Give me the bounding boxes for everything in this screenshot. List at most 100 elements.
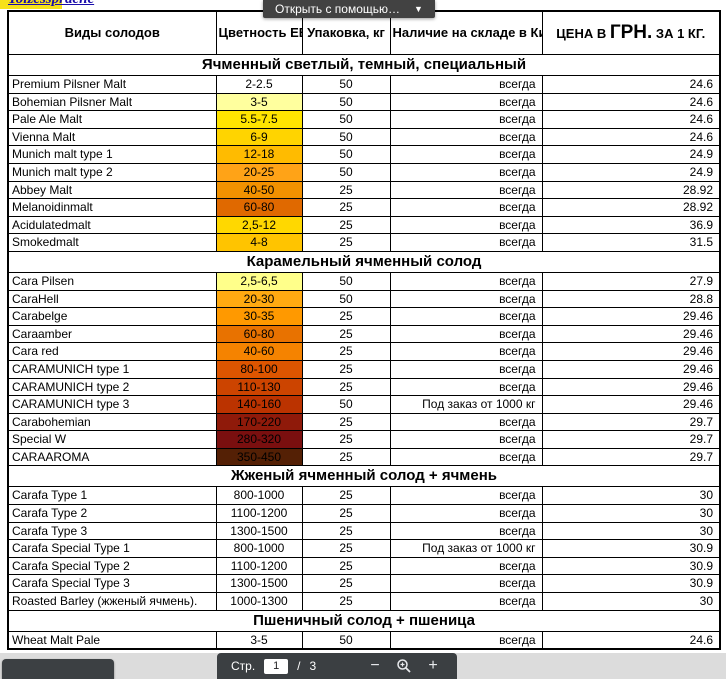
column-header-malts: Виды солодов — [7, 10, 217, 55]
price-value: 31.5 — [541, 233, 721, 252]
malt-row: Wheat Malt Pale 3-5 50 всегда 24.6 — [7, 630, 721, 650]
column-header-price: ЦЕНА В ГРН. ЗА 1 КГ. — [541, 10, 721, 55]
section-header-row: Карамельный ячменный солод — [7, 250, 721, 273]
price-value: 29.7 — [541, 412, 721, 432]
price-value: 30 — [541, 504, 721, 523]
malt-row: CARAMUNICH type 2 110-130 25 всегда 29.46 — [7, 377, 721, 397]
pack-value: 25 — [301, 592, 391, 611]
price-value: 28.8 — [541, 289, 721, 309]
malt-row: Special W 280-320 25 всегда 29.7 — [7, 430, 721, 449]
pack-value: 50 — [301, 162, 391, 182]
price-value: 29.46 — [541, 307, 721, 326]
stock-value: Под заказ от 1000 кг — [389, 539, 543, 558]
page-slash: / — [297, 659, 301, 673]
malt-row: Munich malt type 1 12-18 50 всегда 24.9 — [7, 145, 721, 164]
stock-value: всегда — [389, 75, 543, 94]
section-title: Пшеничный солод + пшеница — [7, 609, 721, 632]
pack-value: 25 — [301, 504, 391, 523]
malt-row: Caraamber 60-80 25 всегда 29.46 — [7, 324, 721, 344]
zoom-in-button[interactable]: + — [428, 657, 438, 674]
page-number-input[interactable] — [264, 658, 289, 674]
malt-name: Carafa Type 1 — [7, 486, 217, 506]
price-value: 29.46 — [541, 359, 721, 379]
zoom-out-button[interactable]: − — [370, 657, 380, 674]
malt-row: CaraHell 20-30 50 всегда 28.8 — [7, 289, 721, 309]
malt-table-body: Ячменный светлый, темный, специальный Pre… — [7, 54, 721, 650]
pack-value: 25 — [301, 359, 391, 379]
ebc-value: 1100-1200 — [215, 504, 303, 523]
price-header-currency: ГРН. — [609, 21, 653, 43]
price-value: 29.46 — [541, 324, 721, 344]
malt-row: Vienna Malt 6-9 50 всегда 24.6 — [7, 127, 721, 147]
malt-name: Smokedmalt — [7, 233, 217, 252]
stock-value: всегда — [389, 180, 543, 200]
price-value: 29.46 — [541, 377, 721, 397]
chevron-down-icon: ▼ — [414, 4, 423, 14]
ebc-value: 5.5-7.5 — [215, 110, 303, 129]
ebc-value: 40-50 — [215, 180, 303, 200]
price-value: 24.6 — [541, 75, 721, 94]
malt-name: Pale Ale Malt — [7, 110, 217, 129]
section-header-row: Пшеничный солод + пшеница — [7, 609, 721, 632]
document-link[interactable]: Tolzessprache — [8, 0, 94, 8]
pack-value: 25 — [301, 377, 391, 397]
stock-value: всегда — [389, 359, 543, 379]
malt-name: Premium Pilsner Malt — [7, 75, 217, 94]
stock-value: всегда — [389, 307, 543, 326]
pack-value: 25 — [301, 521, 391, 541]
price-value: 29.7 — [541, 447, 721, 467]
ebc-value: 2-2.5 — [215, 75, 303, 94]
malt-name: Cara Pilsen — [7, 271, 217, 291]
section-title: Жженый ячменный солод + ячмень — [7, 465, 721, 488]
price-value: 24.6 — [541, 630, 721, 650]
section-header-row: Ячменный светлый, темный, специальный — [7, 54, 721, 76]
pack-value: 25 — [301, 412, 391, 432]
malt-name: Caraamber — [7, 324, 217, 344]
section-title: Ячменный светлый, темный, специальный — [7, 54, 721, 76]
malt-row: Carafa Special Type 1 800-1000 25 Под заказ… — [7, 539, 721, 558]
pack-value: 25 — [301, 447, 391, 467]
page-total: 3 — [309, 659, 317, 673]
stock-value: всегда — [389, 430, 543, 449]
price-value: 24.9 — [541, 145, 721, 164]
stock-value: всегда — [389, 324, 543, 344]
malt-name: Bohemian Pilsner Malt — [7, 92, 217, 112]
pack-value: 25 — [301, 307, 391, 326]
malt-name: Carafa Type 3 — [7, 521, 217, 541]
price-value: 30.9 — [541, 574, 721, 594]
zoom-magnifier-icon[interactable] — [394, 656, 414, 676]
ebc-value: 2,5-6,5 — [215, 271, 303, 291]
stock-value: всегда — [389, 162, 543, 182]
bottom-left-button[interactable] — [2, 659, 114, 679]
stock-value: всегда — [389, 412, 543, 432]
ebc-value: 1100-1200 — [215, 556, 303, 576]
malt-name: Munich malt type 2 — [7, 162, 217, 182]
stock-value: всегда — [389, 447, 543, 467]
malt-name: Carabelge — [7, 307, 217, 326]
malt-row: Smokedmalt 4-8 25 всегда 31.5 — [7, 233, 721, 252]
pack-value: 50 — [301, 395, 391, 414]
malt-name: Carafa Type 2 — [7, 504, 217, 523]
price-header-pre: ЦЕНА В — [556, 25, 610, 41]
ebc-value: 40-60 — [215, 342, 303, 361]
stock-value: всегда — [389, 233, 543, 252]
malt-row: Carafa Type 3 1300-1500 25 всегда 30 — [7, 521, 721, 541]
ebc-value: 1300-1500 — [215, 521, 303, 541]
pack-value: 25 — [301, 539, 391, 558]
ebc-value: 3-5 — [215, 630, 303, 650]
ebc-value: 6-9 — [215, 127, 303, 147]
price-value: 29.7 — [541, 430, 721, 449]
price-value: 30.9 — [541, 539, 721, 558]
malt-row: Carafa Special Type 3 1300-1500 25 всегда 30… — [7, 574, 721, 594]
open-with-button[interactable]: Открыть с помощью… ▼ — [263, 0, 435, 18]
pack-value: 25 — [301, 556, 391, 576]
ebc-value: 80-100 — [215, 359, 303, 379]
ebc-value: 140-160 — [215, 395, 303, 414]
column-header-color: Цветность ЕВС — [215, 10, 303, 55]
stock-value: всегда — [389, 127, 543, 147]
page-label: Стр. — [231, 659, 256, 673]
pack-value: 25 — [301, 574, 391, 594]
ebc-value: 3-5 — [215, 92, 303, 112]
price-header-post: ЗА 1 КГ. — [652, 25, 706, 41]
malt-name: Munich malt type 1 — [7, 145, 217, 164]
